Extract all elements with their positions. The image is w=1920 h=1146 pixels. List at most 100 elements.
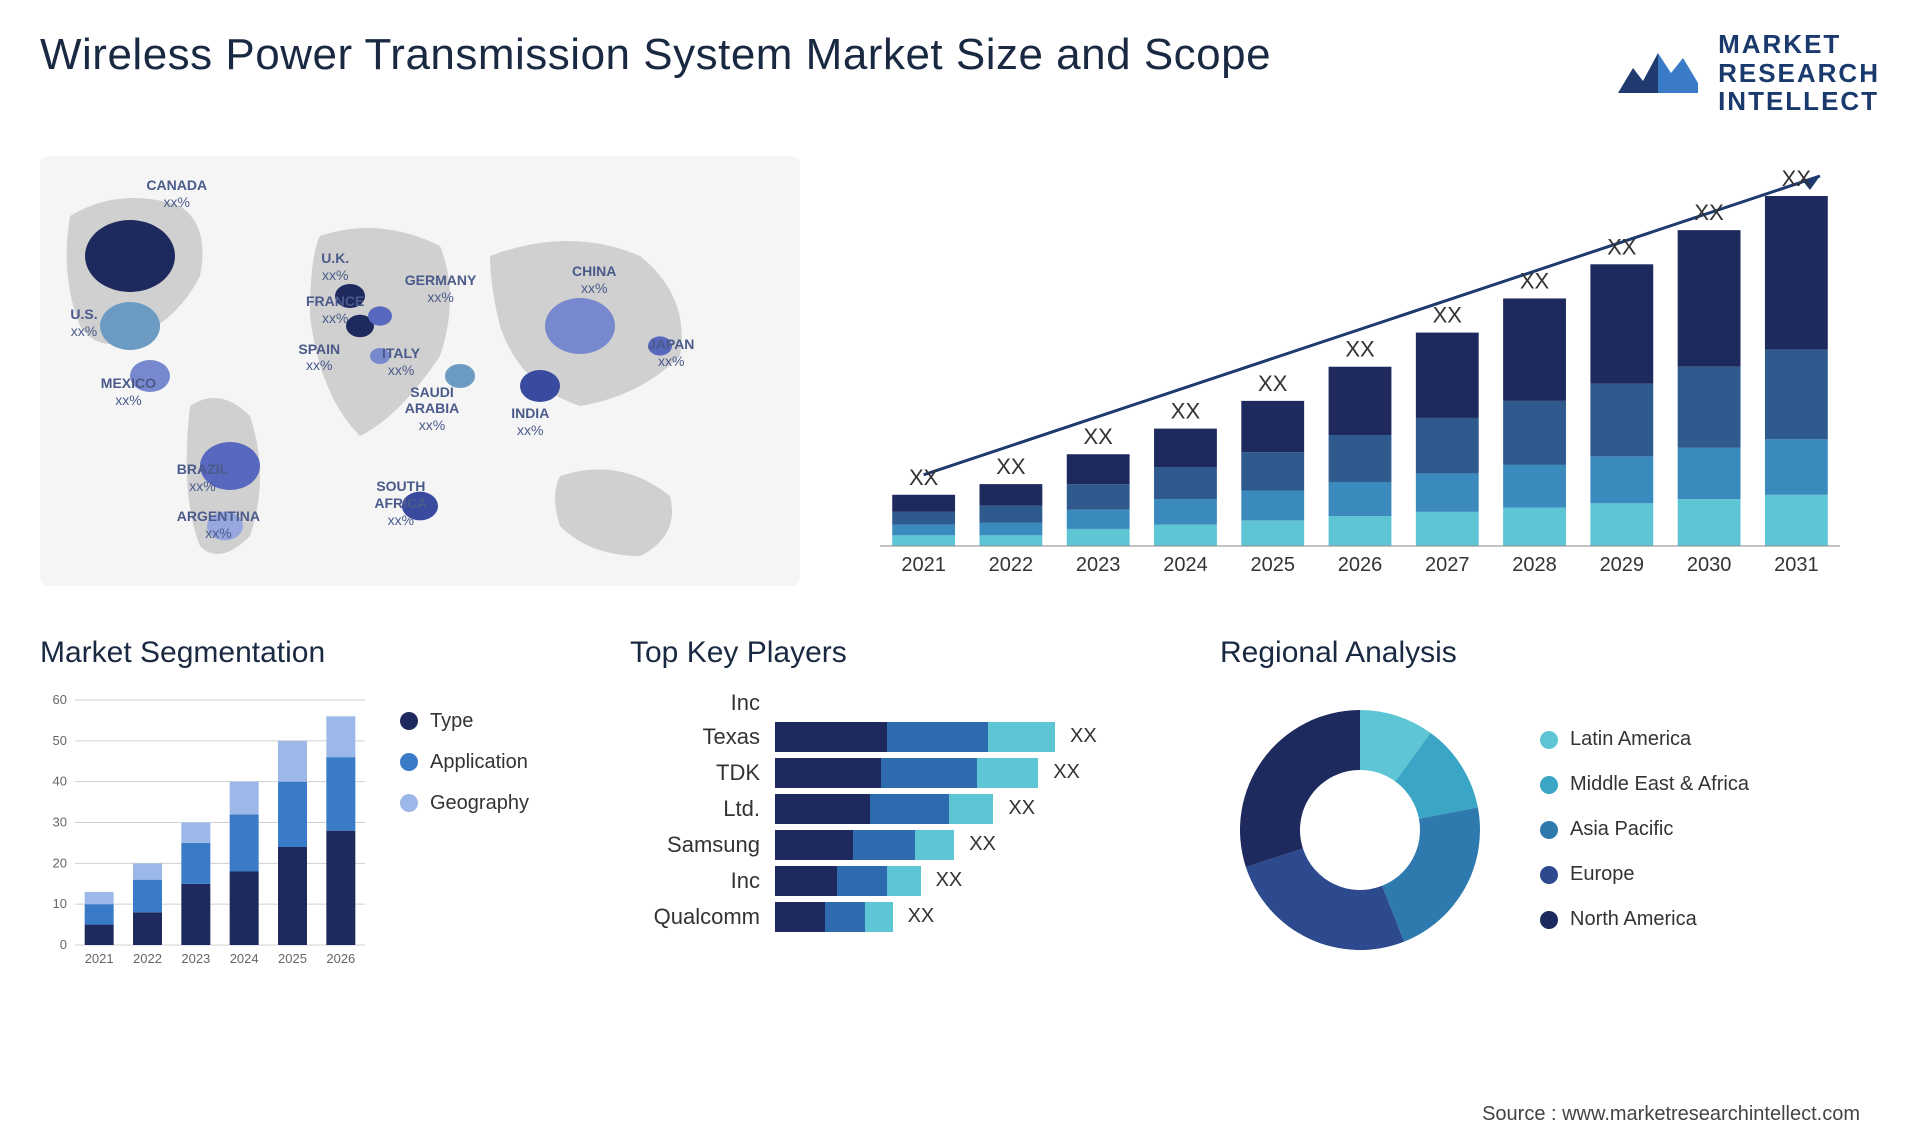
map-label: CHINAxx% [572,263,616,297]
svg-text:20: 20 [53,855,67,870]
legend-dot [400,712,418,730]
player-bar [775,830,954,860]
svg-text:2022: 2022 [989,554,1034,576]
svg-text:XX: XX [996,454,1026,479]
player-bar-segment [775,902,825,932]
map-label: JAPANxx% [648,336,694,370]
player-value: XX [1070,725,1097,748]
legend-item: Europe [1540,863,1749,886]
header: Wireless Power Transmission System Marke… [40,30,1880,116]
map-label: SOUTHAFRICAxx% [374,478,427,528]
svg-text:2021: 2021 [901,554,946,576]
legend-dot [1540,821,1558,839]
svg-text:2024: 2024 [230,951,259,966]
svg-text:2023: 2023 [1076,554,1121,576]
map-label: ITALYxx% [382,345,420,379]
player-row: Qualcomm XX [630,902,1190,932]
world-map: CANADAxx%U.S.xx%MEXICOxx%BRAZILxx%ARGENT… [40,156,800,586]
player-bar [775,866,921,896]
svg-text:XX: XX [1258,371,1288,396]
player-bar [775,794,993,824]
player-name: Inc [630,690,760,716]
player-row: TDK XX [630,758,1190,788]
player-name: TDK [630,760,760,786]
players-list: IncTexasXXTDKXXLtd.XXSamsungXXIncXXQualc… [630,690,1190,932]
player-bar-wrap: XX [775,830,1190,860]
player-bar-segment [870,794,948,824]
player-value: XX [1053,761,1080,784]
svg-text:2023: 2023 [181,951,210,966]
legend-label: Middle East & Africa [1570,773,1749,796]
player-row: TexasXX [630,722,1190,752]
svg-text:XX: XX [1607,234,1637,259]
svg-text:2022: 2022 [133,951,162,966]
donut-svg [1220,690,1500,970]
player-bar-segment [887,722,988,752]
player-bar-segment [949,794,994,824]
player-bar-segment [977,758,1039,788]
legend-item: Geography [400,792,529,815]
svg-text:XX: XX [1345,337,1375,362]
player-value: XX [1008,797,1035,820]
player-bar-wrap: XX [775,902,1190,932]
player-name: Ltd. [630,796,760,822]
svg-text:0: 0 [60,937,67,952]
player-bar [775,758,1038,788]
legend-item: Application [400,751,529,774]
svg-text:2029: 2029 [1600,554,1645,576]
segmentation-chart: 0102030405060202120222023202420252026 Ty… [40,690,600,970]
player-bar-segment [915,830,954,860]
svg-text:40: 40 [53,773,67,788]
player-bar [775,902,893,932]
player-bar-segment [988,722,1055,752]
logo-icon [1613,43,1703,103]
legend-item: Middle East & Africa [1540,773,1749,796]
player-value: XX [936,869,963,892]
legend-dot [1540,731,1558,749]
player-value: XX [969,833,996,856]
svg-text:XX: XX [1520,268,1550,293]
logo: MARKET RESEARCH INTELLECT [1613,30,1880,116]
player-name: Qualcomm [630,904,760,930]
player-value: XX [908,905,935,928]
player-name: Inc [630,868,760,894]
segmentation-title: Market Segmentation [40,636,600,670]
svg-text:XX: XX [1433,302,1463,327]
player-bar-wrap: XX [775,866,1190,896]
players-title: Top Key Players [630,636,1190,670]
legend-item: Type [400,710,529,733]
player-bar-segment [775,830,853,860]
player-name: Samsung [630,832,760,858]
legend-item: North America [1540,908,1749,931]
legend-label: Asia Pacific [1570,818,1673,841]
top-row: CANADAxx%U.S.xx%MEXICOxx%BRAZILxx%ARGENT… [40,156,1880,586]
source-attribution: Source : www.marketresearchintellect.com [1482,1103,1860,1126]
regional-panel: Regional Analysis Latin AmericaMiddle Ea… [1220,636,1850,970]
svg-text:2031: 2031 [1774,554,1819,576]
player-bar-segment [775,722,887,752]
player-bar-segment [887,866,921,896]
regional-title: Regional Analysis [1220,636,1850,670]
player-bar-segment [825,902,864,932]
svg-text:XX: XX [1084,424,1114,449]
player-bar [775,722,1055,752]
svg-text:2027: 2027 [1425,554,1470,576]
player-bar-segment [865,902,893,932]
svg-text:2025: 2025 [1250,554,1295,576]
player-bar-wrap: XX [775,758,1190,788]
segmentation-svg: 0102030405060202120222023202420252026 [40,690,370,970]
legend-label: North America [1570,908,1697,931]
legend-item: Asia Pacific [1540,818,1749,841]
legend-dot [400,794,418,812]
player-row: Inc [630,690,1190,716]
player-bar-wrap: XX [775,794,1190,824]
legend-label: Type [430,710,473,733]
main-chart-svg: XX2021XX2022XX2023XX2024XX2025XX2026XX20… [840,156,1880,586]
segmentation-panel: Market Segmentation 01020304050602021202… [40,636,600,970]
page-title: Wireless Power Transmission System Marke… [40,30,1271,80]
regional-legend: Latin AmericaMiddle East & AfricaAsia Pa… [1540,728,1749,931]
svg-text:50: 50 [53,733,67,748]
player-row: Samsung XX [630,830,1190,860]
svg-text:60: 60 [53,692,67,707]
legend-dot [1540,911,1558,929]
